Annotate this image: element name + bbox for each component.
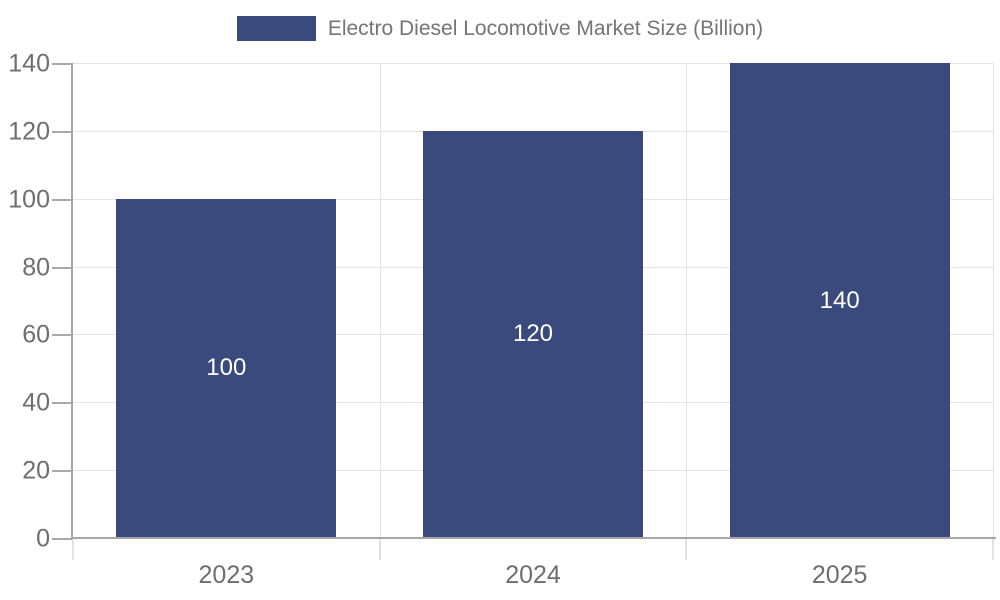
legend-swatch-icon [236, 16, 316, 41]
bar-value-label: 120 [512, 320, 554, 348]
y-axis-tick [52, 334, 73, 337]
bar-value-label: 100 [206, 354, 247, 382]
x-axis-line [71, 537, 996, 539]
x-axis-label: 2023 [198, 561, 255, 589]
y-axis-tick [52, 198, 73, 201]
x-axis-label: 2025 [811, 561, 868, 589]
y-axis-label: 20 [22, 456, 50, 485]
x-axis-tick [72, 539, 74, 560]
y-axis-tick [52, 470, 73, 473]
y-gridline [73, 63, 993, 64]
bar-value-label: 140 [819, 286, 860, 314]
x-gridline [686, 63, 688, 538]
x-gridline [993, 63, 994, 538]
x-gridline [379, 63, 381, 538]
y-axis-label: 80 [22, 253, 50, 282]
y-axis-label: 40 [22, 388, 50, 417]
bar[interactable] [116, 198, 337, 538]
y-axis-label: 120 [8, 117, 50, 146]
y-axis-tick [52, 538, 73, 540]
bar[interactable] [729, 63, 950, 538]
y-axis-label: 0 [36, 524, 50, 553]
x-axis-label: 2024 [505, 561, 561, 589]
y-axis-label: 140 [8, 49, 50, 78]
y-axis-tick [52, 130, 73, 133]
y-axis-tick [52, 266, 73, 269]
y-axis-tick [52, 402, 73, 405]
legend: Electro Diesel Locomotive Market Size (B… [0, 16, 1000, 41]
x-axis-tick [378, 539, 381, 560]
legend-item[interactable]: Electro Diesel Locomotive Market Size (B… [236, 16, 764, 41]
x-axis-tick [992, 539, 994, 560]
bar[interactable] [423, 130, 643, 538]
y-axis-label: 100 [8, 185, 50, 214]
legend-label: Electro Diesel Locomotive Market Size (B… [327, 16, 764, 40]
y-axis-label: 60 [22, 320, 50, 349]
x-axis-tick [685, 539, 688, 560]
y-axis-line [71, 63, 73, 539]
y-axis-tick [52, 63, 73, 65]
